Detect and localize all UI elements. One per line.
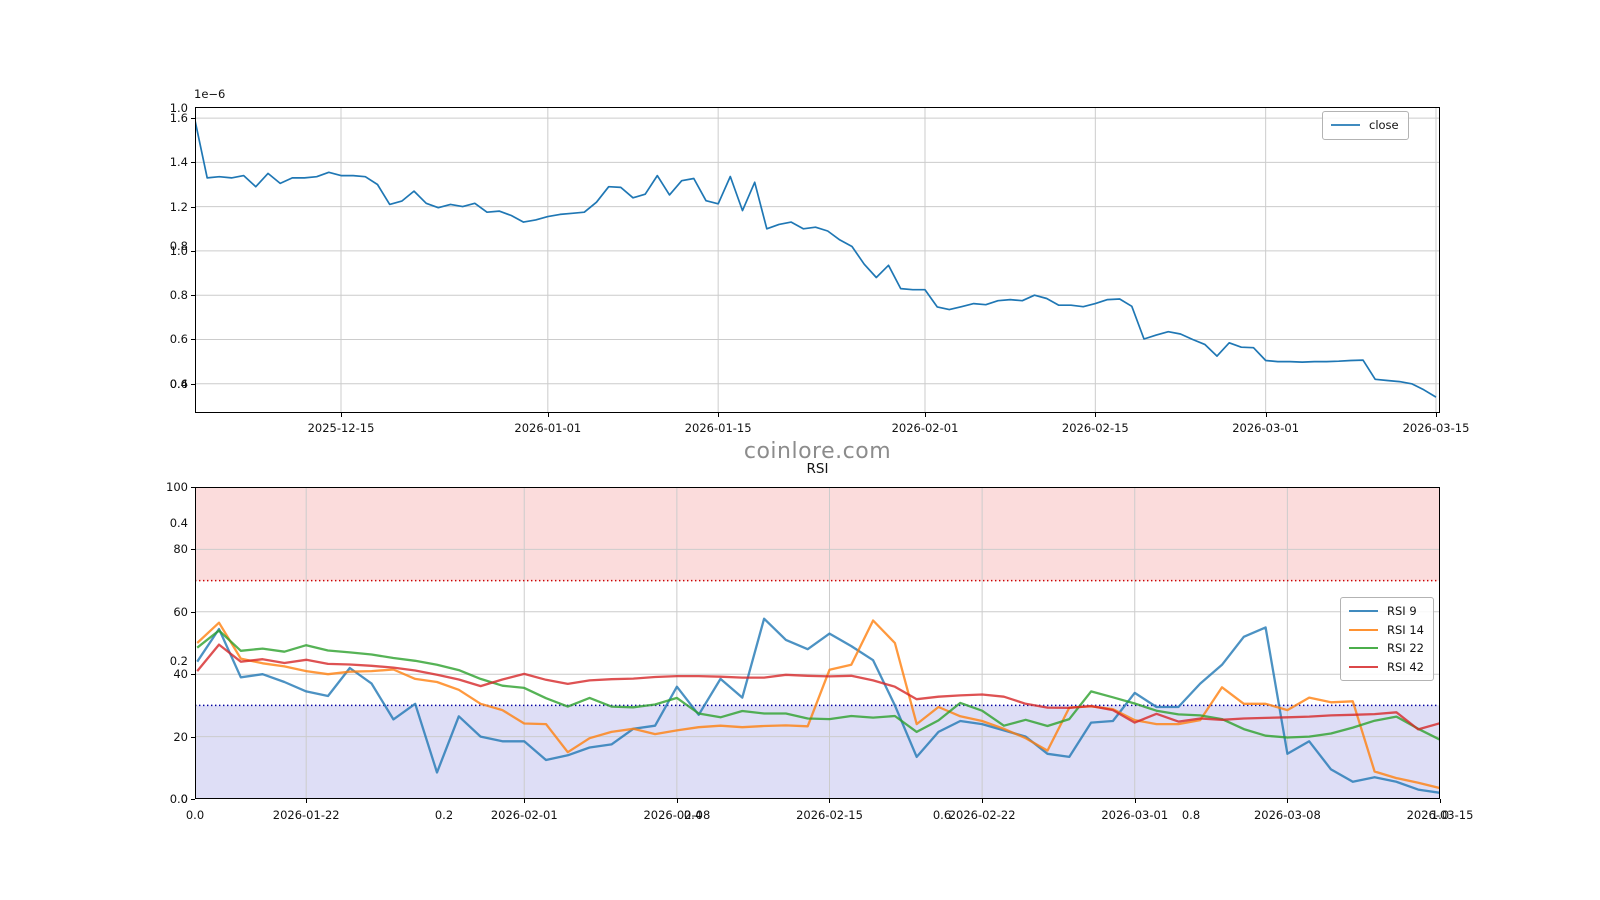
rsi-chart [195, 487, 1440, 799]
x-tick-label: 2026-03-01 [1232, 421, 1300, 435]
tick-mark [191, 736, 195, 738]
x-tick-label: 2026-03-15 [1402, 421, 1470, 435]
y-tick-label: 0.8 [169, 288, 188, 303]
tick-mark [676, 799, 678, 803]
legend-item-rsi14: RSI 14 [1349, 621, 1424, 640]
tick-mark [191, 611, 195, 613]
tick-mark [547, 413, 549, 417]
legend-item-rsi42: RSI 42 [1349, 658, 1424, 677]
y-tick-label: 60 [173, 604, 188, 619]
series-close [195, 120, 1437, 398]
watermark: coinlore.com [743, 439, 892, 464]
price-y-axis-offset-label: 1e−6 [194, 87, 226, 101]
tick-mark [1435, 413, 1437, 417]
tick-mark [191, 339, 195, 341]
rsi42-line-swatch [1349, 665, 1378, 668]
tick-mark [340, 413, 342, 417]
y-tick-label: 0.4 [169, 376, 188, 391]
tick-mark [191, 799, 195, 800]
y-tick-label: 80 [173, 542, 188, 557]
x-tick-label: 2026-03-15 [1406, 808, 1474, 822]
x-tick-label: 2026-03-01 [1101, 808, 1169, 822]
y-tick-label: 1.0 [169, 243, 188, 258]
overlay-x-tick-label: 0.4 [683, 808, 703, 822]
legend-label: RSI 42 [1387, 659, 1424, 674]
y-tick-label: 1.4 [169, 155, 188, 170]
overlay-x-tick-label: 0.6 [932, 808, 952, 822]
overlay-y-tick-label: 0.8 [169, 239, 188, 254]
legend-item-close: close [1331, 116, 1399, 135]
x-tick-label: 2026-02-01 [490, 808, 558, 822]
tick-mark [1440, 799, 1441, 803]
x-tick-label: 2026-02-08 [643, 808, 711, 822]
oversold-zone [195, 705, 1440, 799]
x-tick-label: 2026-03-08 [1253, 808, 1321, 822]
tick-mark [191, 549, 195, 551]
legend-item-rsi9: RSI 9 [1349, 602, 1424, 621]
x-tick-label: 2026-01-15 [684, 421, 752, 435]
overbought-zone [195, 487, 1440, 581]
close-line-swatch [1331, 124, 1360, 127]
overlay-x-tick-label: 0.8 [1181, 808, 1201, 822]
overlay-y-tick-label: 0.4 [169, 515, 188, 530]
overlay-x-tick-label: 0.0 [185, 808, 205, 822]
tick-mark [191, 674, 195, 676]
x-tick-label: 2026-02-22 [948, 808, 1016, 822]
tick-mark [1134, 799, 1136, 803]
legend-item-rsi22: RSI 22 [1349, 639, 1424, 658]
overlay-x-tick-label: 1.0 [1430, 808, 1450, 822]
x-tick-label: 2026-02-01 [891, 421, 959, 435]
y-tick-label: 1.6 [169, 111, 188, 126]
tick-mark [718, 413, 720, 417]
tick-mark [191, 487, 195, 488]
overlay-y-tick-label: 1.0 [169, 101, 188, 115]
tick-mark [191, 250, 195, 252]
legend-label: RSI 22 [1387, 641, 1424, 656]
tick-mark [191, 162, 195, 164]
x-tick-label: 2026-01-22 [272, 808, 340, 822]
rsi-chart-title: RSI [806, 461, 829, 477]
series-rsi-42 [196, 643, 1440, 731]
overlay-y-tick-label: 0.2 [169, 653, 188, 668]
tick-mark [829, 799, 831, 803]
y-tick-label: 0.6 [169, 332, 188, 347]
tick-mark [924, 413, 926, 417]
tick-mark [1265, 413, 1267, 417]
y-tick-label: 1.2 [169, 199, 188, 214]
rsi-legend: RSI 9 RSI 14 RSI 22 RSI 42 [1340, 597, 1434, 681]
price-chart [195, 107, 1440, 413]
rsi22-line-swatch [1349, 647, 1378, 650]
overlay-x-tick-label: 0.2 [434, 808, 454, 822]
tick-mark [306, 799, 308, 803]
series-rsi-22 [196, 629, 1440, 741]
y-tick-label: 100 [166, 480, 188, 494]
x-tick-label: 2026-02-15 [796, 808, 863, 822]
legend-label: RSI 9 [1387, 604, 1417, 619]
overlay-y-tick-label: 0.6 [169, 377, 188, 392]
tick-mark [191, 295, 195, 297]
series-rsi-9 [196, 617, 1440, 794]
price-legend: close [1322, 111, 1409, 140]
series-rsi-14 [196, 619, 1440, 790]
x-tick-label: 2025-12-15 [307, 421, 375, 435]
rsi14-line-swatch [1349, 628, 1378, 631]
x-tick-label: 2026-01-01 [514, 421, 582, 435]
rsi9-line-swatch [1349, 610, 1378, 613]
tick-mark [191, 383, 195, 385]
x-tick-label: 2026-02-15 [1061, 421, 1129, 435]
legend-label: RSI 14 [1387, 622, 1424, 637]
y-tick-label: 0 [180, 792, 188, 806]
tick-mark [1287, 799, 1289, 803]
tick-mark [982, 799, 984, 803]
tick-mark [191, 118, 195, 120]
overlay-y-tick-label: 0.0 [169, 792, 188, 806]
tick-mark [1095, 413, 1097, 417]
y-tick-label: 40 [173, 667, 188, 682]
tick-mark [191, 206, 195, 208]
y-tick-label: 20 [173, 729, 188, 744]
legend-label: close [1369, 118, 1399, 133]
tick-mark [524, 799, 526, 803]
